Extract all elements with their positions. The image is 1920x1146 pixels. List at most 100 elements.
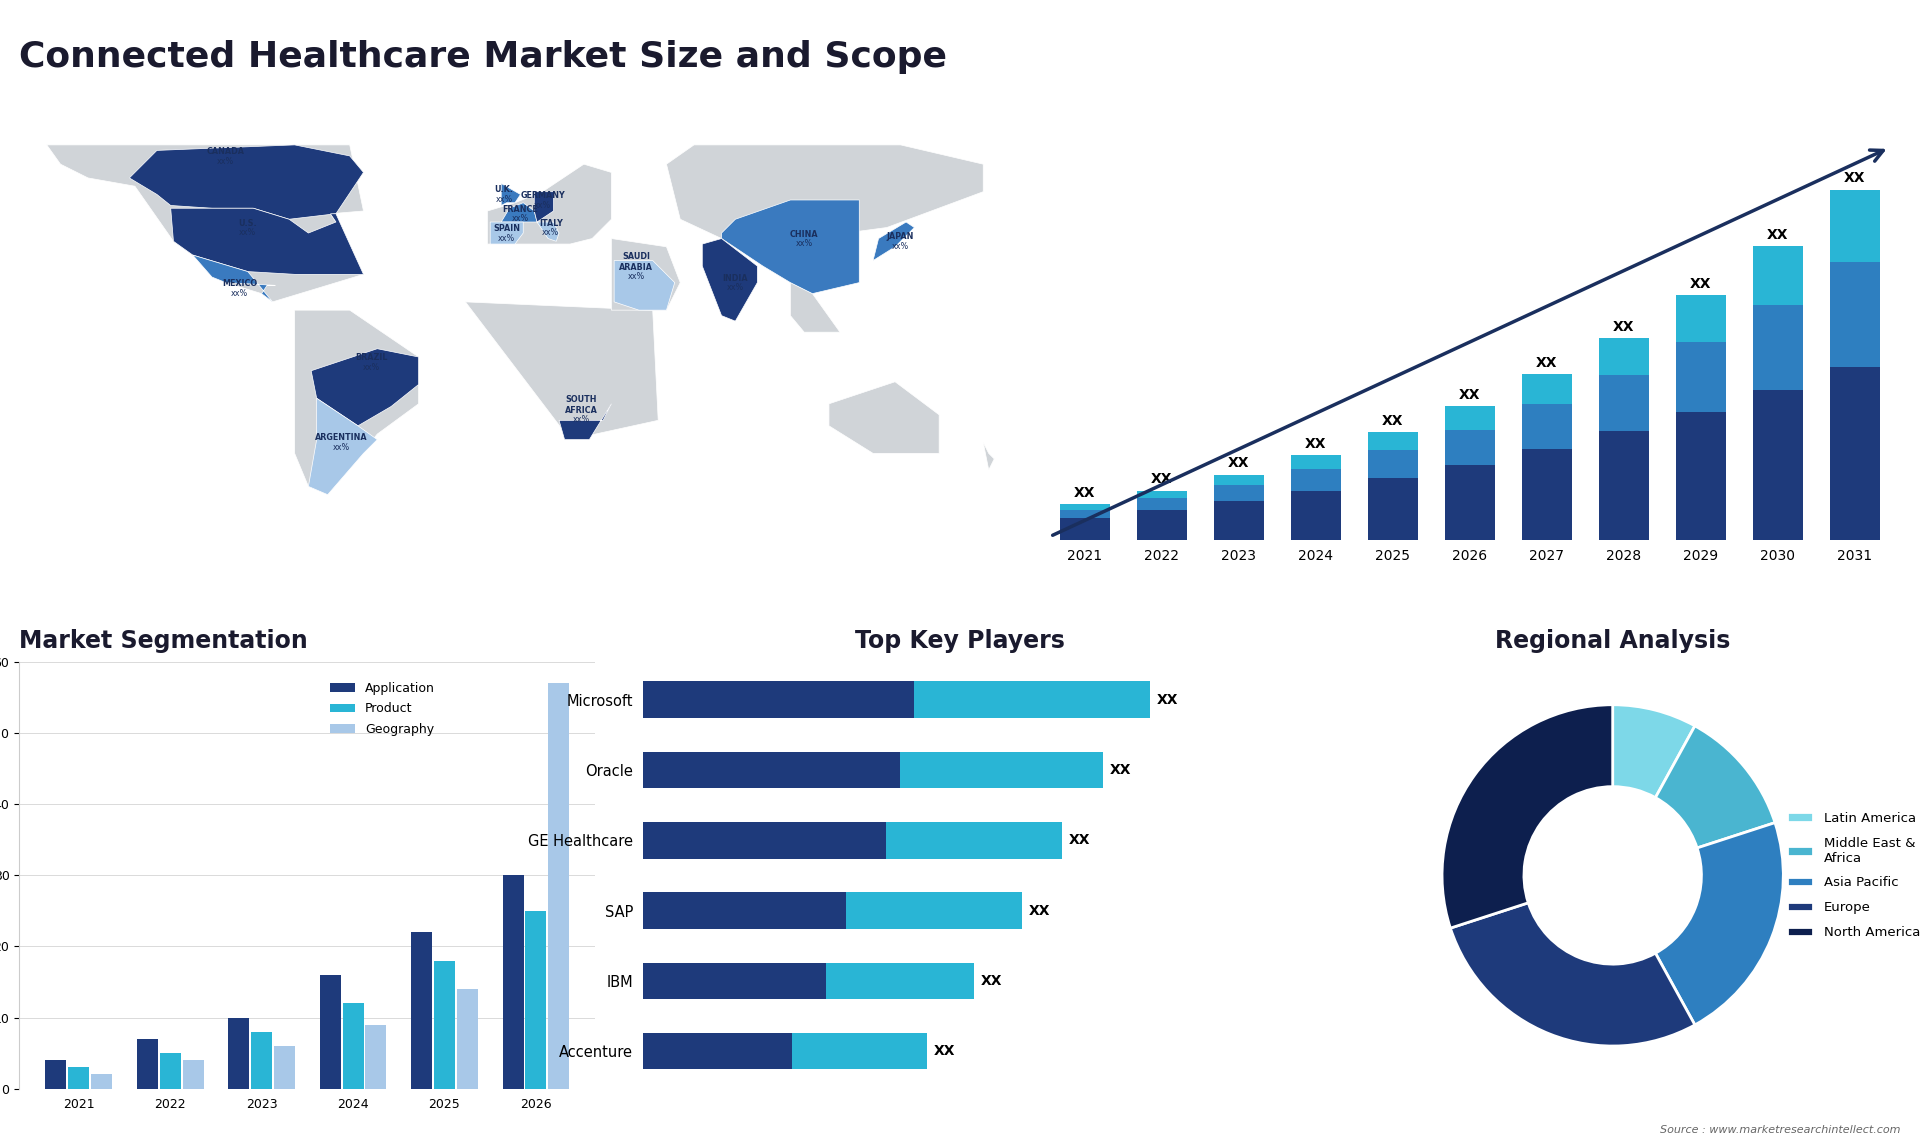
Text: SPAIN: SPAIN xyxy=(493,223,520,233)
Text: XX: XX xyxy=(1150,472,1173,486)
Bar xyxy=(1060,518,1110,540)
Text: XX: XX xyxy=(1306,437,1327,452)
Polygon shape xyxy=(465,301,659,440)
Bar xyxy=(1213,474,1263,485)
Bar xyxy=(1676,343,1726,411)
Bar xyxy=(1523,449,1572,540)
Polygon shape xyxy=(791,283,839,332)
Bar xyxy=(1523,405,1572,449)
Bar xyxy=(1213,485,1263,501)
Wedge shape xyxy=(1655,725,1774,848)
Bar xyxy=(1753,246,1803,305)
Text: U.K.: U.K. xyxy=(495,186,513,195)
Text: XX: XX xyxy=(1229,456,1250,470)
Bar xyxy=(1137,510,1187,540)
Polygon shape xyxy=(46,144,363,301)
Polygon shape xyxy=(538,222,559,242)
Bar xyxy=(643,752,900,788)
Polygon shape xyxy=(192,256,275,301)
Text: xx%: xx% xyxy=(726,283,743,292)
Bar xyxy=(1523,375,1572,405)
Polygon shape xyxy=(309,399,376,495)
Text: BRAZIL: BRAZIL xyxy=(355,353,388,362)
Text: xx%: xx% xyxy=(332,444,349,452)
Text: GERMANY: GERMANY xyxy=(520,191,564,199)
Bar xyxy=(90,1075,111,1089)
Bar xyxy=(411,933,432,1089)
Polygon shape xyxy=(129,144,363,219)
Text: xx%: xx% xyxy=(572,416,589,424)
Text: XX: XX xyxy=(1843,172,1866,186)
Wedge shape xyxy=(1655,823,1784,1025)
Text: xx%: xx% xyxy=(893,242,910,251)
Bar xyxy=(914,682,1150,719)
Polygon shape xyxy=(501,203,538,222)
Legend: Application, Product, Geography: Application, Product, Geography xyxy=(324,677,440,740)
Bar xyxy=(1753,305,1803,391)
Polygon shape xyxy=(722,199,860,293)
Text: MEXICO: MEXICO xyxy=(223,280,257,288)
Polygon shape xyxy=(490,222,524,244)
Bar xyxy=(1137,490,1187,499)
Bar xyxy=(1367,432,1417,450)
Bar xyxy=(1444,465,1494,540)
Bar xyxy=(643,1033,791,1069)
Text: xx%: xx% xyxy=(534,201,551,210)
Text: ITALY: ITALY xyxy=(540,219,563,228)
Polygon shape xyxy=(311,348,419,426)
Bar xyxy=(228,1018,250,1089)
Polygon shape xyxy=(559,403,611,440)
Text: xx%: xx% xyxy=(217,157,234,165)
Text: XX: XX xyxy=(1459,388,1480,402)
Polygon shape xyxy=(703,238,756,321)
Text: XX: XX xyxy=(1158,692,1179,707)
Text: XX: XX xyxy=(1073,486,1096,500)
Bar xyxy=(1213,501,1263,540)
Polygon shape xyxy=(488,164,611,244)
Bar xyxy=(1830,190,1880,262)
Text: XX: XX xyxy=(1382,414,1404,427)
Bar xyxy=(1599,431,1649,540)
Text: CANADA: CANADA xyxy=(207,147,244,156)
Text: ARGENTINA: ARGENTINA xyxy=(315,433,369,442)
Text: xx%: xx% xyxy=(628,273,645,281)
Polygon shape xyxy=(501,183,520,205)
Bar xyxy=(1444,430,1494,465)
Text: xx%: xx% xyxy=(513,214,530,223)
Bar xyxy=(252,1031,273,1089)
Polygon shape xyxy=(829,382,939,454)
Bar xyxy=(1290,455,1340,469)
Polygon shape xyxy=(666,144,983,238)
Bar xyxy=(1676,296,1726,343)
Bar xyxy=(1290,490,1340,540)
Text: Market Segmentation: Market Segmentation xyxy=(19,629,307,653)
Bar xyxy=(275,1046,296,1089)
Bar xyxy=(900,752,1102,788)
Polygon shape xyxy=(983,442,995,470)
Text: xx%: xx% xyxy=(495,195,513,204)
Text: XX: XX xyxy=(1029,903,1050,918)
Text: XX: XX xyxy=(1069,833,1091,847)
Bar xyxy=(1367,478,1417,540)
Bar xyxy=(434,960,455,1089)
Text: XX: XX xyxy=(933,1044,956,1058)
Bar xyxy=(1599,338,1649,376)
Bar xyxy=(159,1053,180,1089)
Text: XX: XX xyxy=(981,974,1002,988)
Bar xyxy=(182,1060,204,1089)
Legend: Latin America, Middle East &
Africa, Asia Pacific, Europe, North America: Latin America, Middle East & Africa, Asi… xyxy=(1782,807,1920,944)
Text: INDIA: INDIA xyxy=(722,274,749,283)
Bar xyxy=(643,963,826,999)
Text: xx%: xx% xyxy=(240,228,257,237)
Bar xyxy=(46,1060,67,1089)
Bar xyxy=(457,989,478,1089)
Text: JAPAN: JAPAN xyxy=(887,233,914,242)
Text: FRANCE: FRANCE xyxy=(503,205,538,214)
Bar xyxy=(526,911,547,1089)
Text: XX: XX xyxy=(1110,763,1131,777)
Bar xyxy=(1830,262,1880,367)
Polygon shape xyxy=(611,238,680,311)
Bar xyxy=(1753,391,1803,540)
Bar xyxy=(1290,469,1340,490)
Bar xyxy=(887,822,1062,858)
